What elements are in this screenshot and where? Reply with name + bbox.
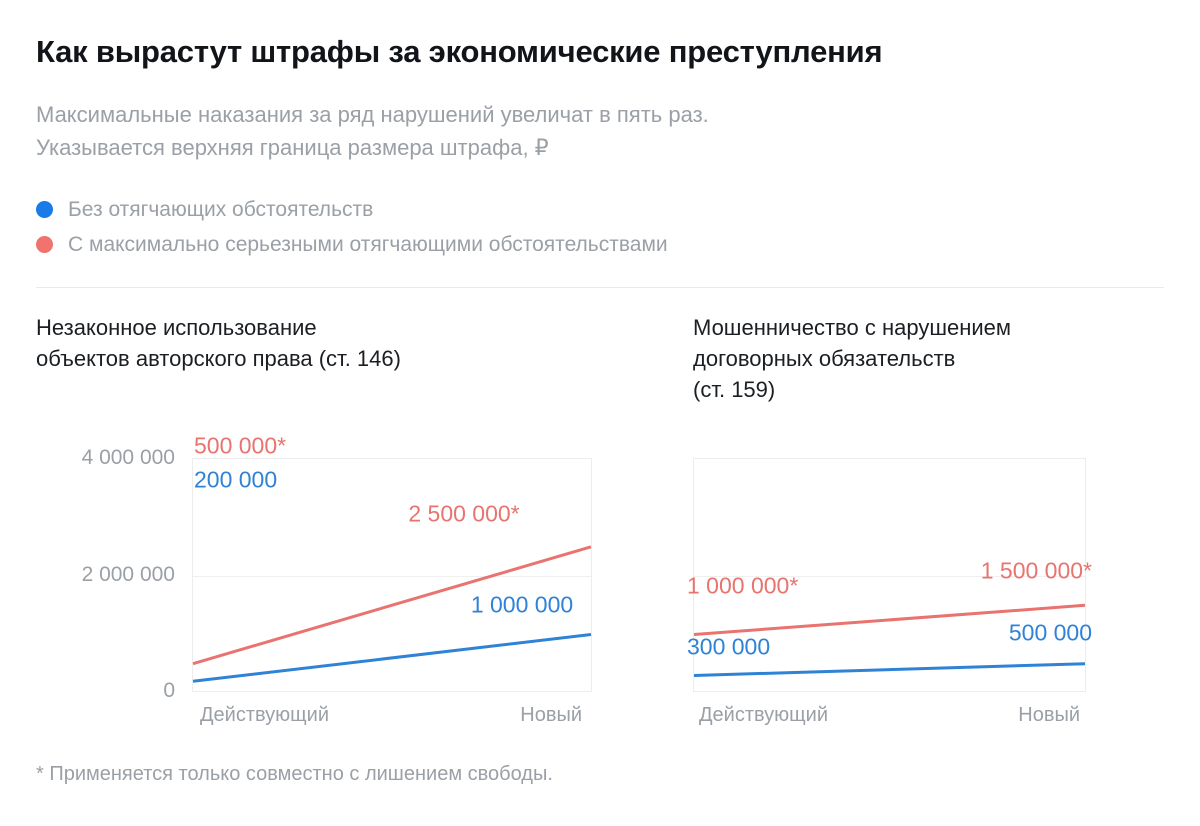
y-tick-2000000: 2 000 000 bbox=[81, 563, 175, 586]
gridline-2000000-right bbox=[694, 576, 1085, 577]
header-divider bbox=[36, 287, 1164, 288]
line-red-left bbox=[192, 545, 592, 666]
y-tick-0: 0 bbox=[163, 679, 175, 702]
plot-area-left-wrap: 500 000* 200 000 2 500 000* 1 000 000 bbox=[192, 433, 592, 692]
chart-left-title-line-1: Незаконное использование bbox=[36, 315, 317, 340]
x-tick-left-new: Новый bbox=[520, 704, 582, 726]
legend-item-no-aggravating: Без отягчающих обстоятельств bbox=[36, 192, 668, 227]
chart-right-title-line-1: Мошенничество с нарушением bbox=[693, 315, 1012, 340]
gridline-2000000-left bbox=[193, 576, 591, 577]
chart-right-title-line-3: (ст. 159) bbox=[693, 377, 776, 402]
chart-contract-fraud: Мошенничество с нарушением договорных об… bbox=[687, 312, 1173, 726]
chart-copyright-violation: Незаконное использование объектов авторс… bbox=[36, 312, 636, 726]
chart-legend: Без отягчающих обстоятельств С максималь… bbox=[36, 192, 668, 262]
plot-area-right-wrap: 1 000 000* 300 000 1 500 000* 500 000 bbox=[687, 458, 1092, 692]
footnote: * Применяется только совместно с лишение… bbox=[36, 763, 553, 785]
chart-right-title-line-2: договорных обязательств bbox=[693, 346, 956, 371]
label-left-red-end: 2 500 000* bbox=[408, 500, 520, 527]
x-axis-labels-right: Действующий Новый bbox=[693, 704, 1086, 727]
label-left-blue-start: 200 000 bbox=[194, 466, 278, 493]
subtitle-line-1: Максимальные наказания за ряд нарушений … bbox=[36, 102, 709, 127]
subtitle-line-2: Указывается верхняя граница размера штра… bbox=[36, 135, 549, 160]
page-subtitle: Максимальные наказания за ряд нарушений … bbox=[36, 98, 1096, 164]
label-right-blue-start: 300 000 bbox=[687, 633, 771, 660]
legend-dot-red bbox=[36, 236, 53, 253]
chart-left-title-line-2: объектов авторского права (ст. 146) bbox=[36, 346, 401, 371]
page-title: Как вырастут штрафы за экономические пре… bbox=[36, 34, 883, 69]
chart-right-title: Мошенничество с нарушением договорных об… bbox=[693, 312, 1173, 405]
label-left-blue-end: 1 000 000 bbox=[470, 591, 574, 618]
x-axis-labels-left: Действующий Новый bbox=[192, 704, 592, 727]
y-axis-labels: 4 000 000 2 000 000 0 bbox=[20, 446, 175, 702]
legend-item-max-aggravating: С максимально серьезными отягчающими обс… bbox=[36, 227, 668, 262]
legend-label-max-aggravating: С максимально серьезными отягчающими обс… bbox=[68, 232, 668, 256]
x-tick-right-current: Действующий bbox=[699, 704, 828, 726]
line-blue-left bbox=[192, 633, 592, 683]
label-right-red-start: 1 000 000* bbox=[687, 572, 799, 599]
label-left-red-start: 500 000* bbox=[194, 432, 287, 459]
x-tick-right-new: Новый bbox=[1018, 704, 1080, 726]
x-tick-left-current: Действующий bbox=[200, 704, 329, 726]
legend-label-no-aggravating: Без отягчающих обстоятельств bbox=[68, 197, 374, 221]
line-red-right bbox=[693, 603, 1086, 636]
legend-dot-blue bbox=[36, 201, 53, 218]
series-lines-left bbox=[192, 545, 592, 683]
label-right-blue-end: 500 000 bbox=[1008, 619, 1092, 646]
label-right-red-end: 1 500 000* bbox=[980, 557, 1092, 584]
plot-area-right bbox=[693, 458, 1086, 692]
series-lines-right bbox=[693, 603, 1086, 677]
line-blue-right bbox=[693, 662, 1086, 677]
chart-left-title: Незаконное использование объектов авторс… bbox=[36, 312, 636, 374]
plot-area-left bbox=[192, 458, 592, 692]
y-tick-4000000: 4 000 000 bbox=[81, 446, 175, 469]
